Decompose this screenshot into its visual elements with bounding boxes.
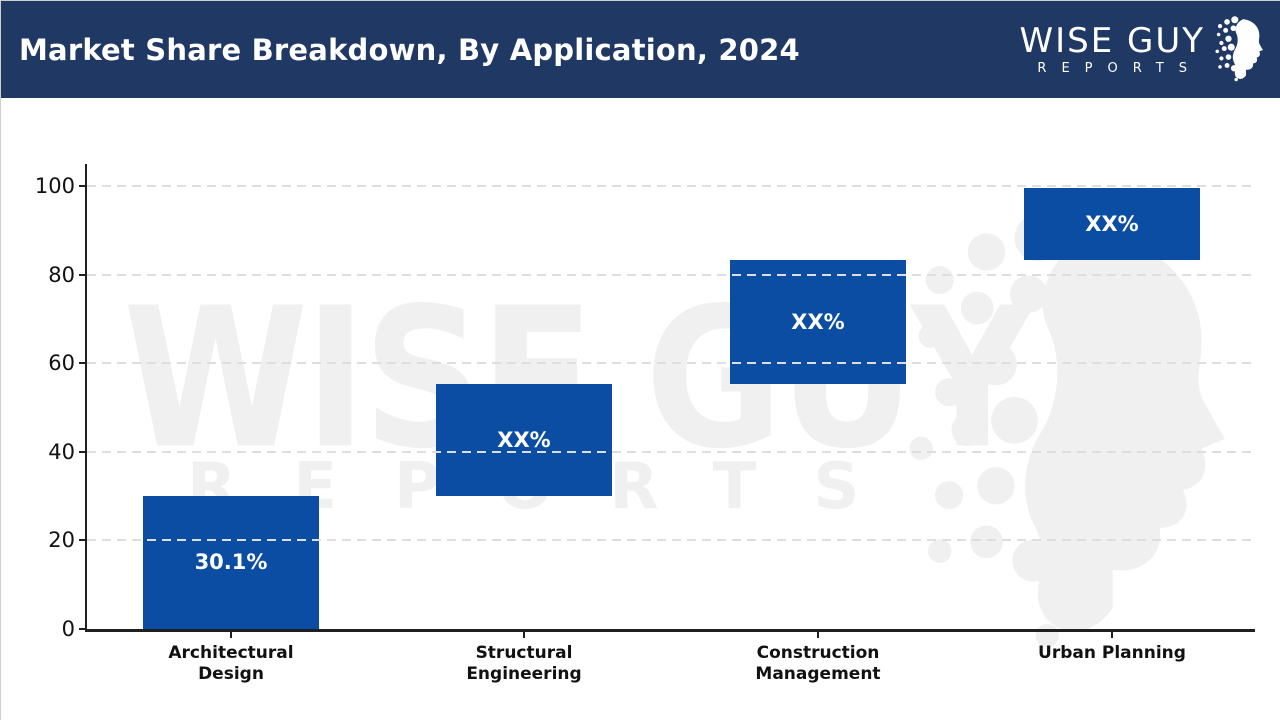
category-label-line: Architectural bbox=[168, 643, 294, 663]
category-label: Architectural Design bbox=[111, 643, 351, 685]
gridline bbox=[87, 273, 1254, 276]
y-tick-label: 60 bbox=[48, 351, 75, 376]
bar-value-label: XX% bbox=[791, 310, 845, 335]
y-tick-label: 0 bbox=[61, 617, 75, 641]
gridline bbox=[87, 185, 1254, 187]
x-axis-tick bbox=[817, 629, 819, 638]
y-tick-label: 20 bbox=[48, 528, 75, 553]
watermark-head-icon bbox=[909, 214, 1225, 648]
y-axis-tick bbox=[79, 185, 86, 187]
logo-subtitle: REPORTS bbox=[1037, 61, 1203, 76]
bar bbox=[436, 384, 612, 496]
x-axis-tick bbox=[523, 629, 525, 638]
bar-value-label: XX% bbox=[1085, 212, 1139, 237]
header-bar: Market Share Breakdown, By Application, … bbox=[1, 1, 1280, 98]
y-axis-tick bbox=[79, 628, 86, 630]
x-axis-line bbox=[85, 629, 1255, 632]
y-tick-label: 100 bbox=[34, 174, 75, 198]
category-label: Urban Planning bbox=[992, 643, 1232, 664]
y-axis-tick bbox=[79, 539, 86, 542]
bar bbox=[143, 495, 319, 629]
category-label-line: Engineering bbox=[466, 664, 582, 684]
y-tick-label: 80 bbox=[48, 262, 75, 287]
category-label-line: Design bbox=[198, 664, 264, 684]
category-label-line: Management bbox=[755, 664, 881, 684]
category-label: Structural Engineering bbox=[404, 643, 644, 685]
gridline bbox=[87, 450, 1254, 453]
x-axis-tick bbox=[230, 629, 232, 638]
bar bbox=[1024, 187, 1200, 261]
logo-wordmark: WISE GUY bbox=[1019, 21, 1205, 61]
category-label: Construction Management bbox=[698, 643, 938, 685]
logo-text: WISE GUY REPORTS bbox=[1019, 24, 1205, 75]
category-label-line: Urban Planning bbox=[1038, 643, 1186, 663]
logo-head-icon bbox=[1215, 15, 1263, 81]
x-axis-tick bbox=[1111, 629, 1113, 638]
y-axis-line bbox=[85, 164, 87, 632]
category-label-line: Structural bbox=[475, 643, 573, 663]
category-label-line: Construction bbox=[756, 643, 880, 663]
y-axis-tick bbox=[79, 273, 86, 276]
logo: WISE GUY REPORTS bbox=[1019, 12, 1265, 88]
page-title: Market Share Breakdown, By Application, … bbox=[19, 32, 800, 67]
y-tick-label: 40 bbox=[48, 439, 75, 464]
bar-value-label: 30.1% bbox=[194, 550, 268, 575]
y-axis-tick bbox=[79, 362, 86, 365]
gridline bbox=[87, 362, 1254, 365]
gridline bbox=[87, 539, 1254, 542]
bar-value-label: XX% bbox=[497, 428, 551, 453]
y-axis-tick bbox=[79, 450, 86, 453]
